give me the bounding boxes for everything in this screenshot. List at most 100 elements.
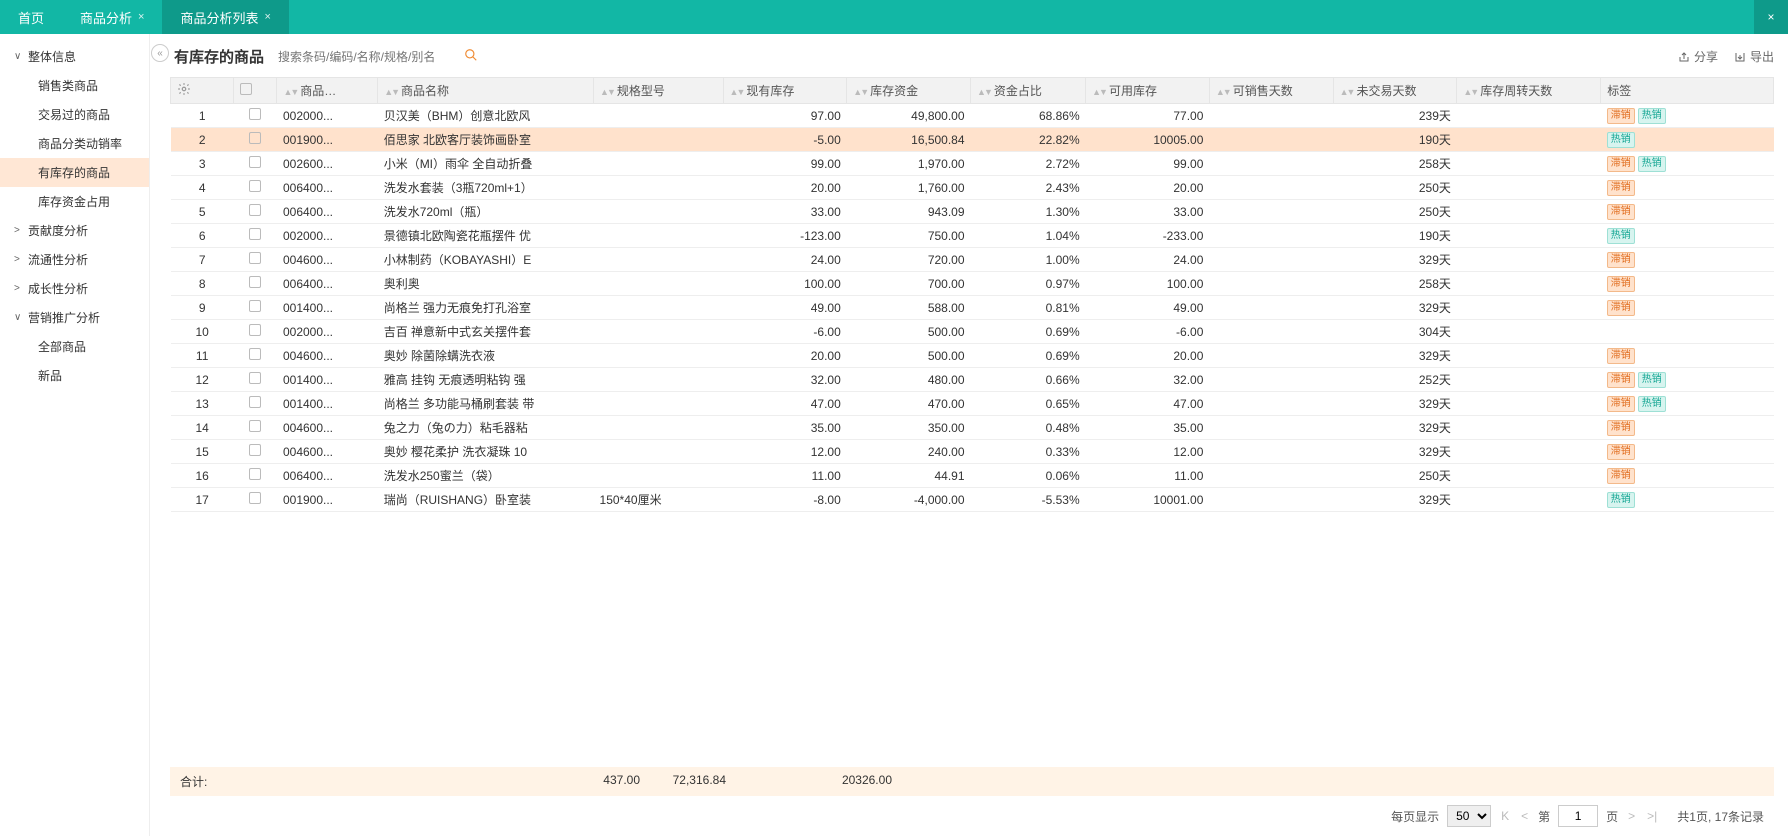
checkbox-row[interactable] xyxy=(249,108,261,120)
table-row[interactable]: 4006400...洗发水套装（3瓶720ml+1）20.001,760.002… xyxy=(171,176,1774,200)
pager-next[interactable]: > xyxy=(1626,809,1637,823)
sidebar-collapse[interactable]: « xyxy=(150,34,170,836)
tag-stag: 滞销 xyxy=(1607,180,1635,196)
tabbar-close[interactable]: × xyxy=(1754,0,1788,34)
col-pct[interactable]: ▲▼资金占比 xyxy=(971,78,1086,104)
checkbox-row[interactable] xyxy=(249,492,261,504)
pager-prev[interactable]: < xyxy=(1519,809,1530,823)
tag-stag: 滞销 xyxy=(1607,348,1635,364)
table-row[interactable]: 17001900...瑞尚（RUISHANG）卧室装150*40厘米-8.00-… xyxy=(171,488,1774,512)
tag-hot: 热销 xyxy=(1638,372,1666,388)
sidebar-item-0-1[interactable]: 交易过的商品 xyxy=(0,100,149,129)
checkbox-row[interactable] xyxy=(249,444,261,456)
chevron-icon: ∨ xyxy=(14,51,24,62)
sidebar-item-0-0[interactable]: 销售类商品 xyxy=(0,71,149,100)
col-turn[interactable]: ▲▼库存周转天数 xyxy=(1457,78,1601,104)
col-chk xyxy=(234,78,277,104)
checkbox-row[interactable] xyxy=(249,348,261,360)
pager-page-input[interactable] xyxy=(1558,805,1598,827)
col-tags: 标签 xyxy=(1601,78,1774,104)
sort-icon: ▲▼ xyxy=(384,87,398,97)
sidebar-group-4[interactable]: ∨营销推广分析 xyxy=(0,303,149,332)
tab-1[interactable]: 商品分析× xyxy=(62,0,162,34)
search-icon[interactable] xyxy=(464,48,478,65)
table-row[interactable]: 3002600...小米（MI）雨伞 全自动折叠99.001,970.002.7… xyxy=(171,152,1774,176)
checkbox-row[interactable] xyxy=(249,252,261,264)
table-row[interactable]: 14004600...兔之力（兔の力）粘毛器粘35.00350.000.48%3… xyxy=(171,416,1774,440)
sort-icon: ▲▼ xyxy=(1216,87,1230,97)
table-row[interactable]: 7004600...小林制药（KOBAYASHI）E24.00720.001.0… xyxy=(171,248,1774,272)
sort-icon: ▲▼ xyxy=(730,87,744,97)
col-days[interactable]: ▲▼可销售天数 xyxy=(1209,78,1333,104)
table-row[interactable]: 1002000...贝汉美（BHM）创意北欧风97.0049,800.0068.… xyxy=(171,104,1774,128)
table-row[interactable]: 10002000...吉百 禅意新中式玄关摆件套-6.00500.000.69%… xyxy=(171,320,1774,344)
sidebar-group-3[interactable]: >成长性分析 xyxy=(0,274,149,303)
sidebar-item-4-1[interactable]: 新品 xyxy=(0,361,149,390)
tag-stag: 滞销 xyxy=(1607,372,1635,388)
table-row[interactable]: 16006400...洗发水250蜜兰（袋）11.0044.910.06%11.… xyxy=(171,464,1774,488)
tab-2[interactable]: 商品分析列表× xyxy=(162,0,288,34)
table-row[interactable]: 9001400...尚格兰 强力无痕免打孔浴室49.00588.000.81%4… xyxy=(171,296,1774,320)
table-row[interactable]: 13001400...尚格兰 多功能马桶刷套装 带47.00470.000.65… xyxy=(171,392,1774,416)
tag-hot: 热销 xyxy=(1607,492,1635,508)
checkbox-row[interactable] xyxy=(249,204,261,216)
table-row[interactable]: 11004600...奥妙 除菌除螨洗衣液20.00500.000.69%20.… xyxy=(171,344,1774,368)
tag-hot: 热销 xyxy=(1607,228,1635,244)
tag-stag: 滞销 xyxy=(1607,396,1635,412)
col-spec[interactable]: ▲▼规格型号 xyxy=(594,78,724,104)
checkbox-row[interactable] xyxy=(249,372,261,384)
search-input[interactable] xyxy=(278,50,458,64)
tab-close-icon[interactable]: × xyxy=(264,11,270,23)
sidebar-group-0[interactable]: ∨整体信息 xyxy=(0,42,149,71)
checkbox-row[interactable] xyxy=(249,132,261,144)
tag-stag: 滞销 xyxy=(1607,468,1635,484)
table-row[interactable]: 15004600...奥妙 樱花柔护 洗衣凝珠 1012.00240.000.3… xyxy=(171,440,1774,464)
checkbox-row[interactable] xyxy=(249,180,261,192)
table-row[interactable]: 8006400...奥利奥100.00700.000.97%100.00258天… xyxy=(171,272,1774,296)
table-row[interactable]: 2001900...佰思家 北欧客厅装饰画卧室-5.0016,500.8422.… xyxy=(171,128,1774,152)
sort-icon: ▲▼ xyxy=(1340,87,1354,97)
tab-close-icon[interactable]: × xyxy=(138,11,144,23)
per-page-select[interactable]: 50 xyxy=(1447,805,1491,827)
checkbox-all[interactable] xyxy=(240,83,252,95)
table-row[interactable]: 12001400...雅高 挂钩 无痕透明粘钩 强32.00480.000.66… xyxy=(171,368,1774,392)
tag-stag: 滞销 xyxy=(1607,156,1635,172)
export-button[interactable]: 导出 xyxy=(1734,48,1774,65)
sidebar-item-4-0[interactable]: 全部商品 xyxy=(0,332,149,361)
sidebar-group-2[interactable]: >流通性分析 xyxy=(0,245,149,274)
tab-0[interactable]: 首页 xyxy=(0,0,62,34)
sidebar-item-0-2[interactable]: 商品分类动销率 xyxy=(0,129,149,158)
checkbox-row[interactable] xyxy=(249,324,261,336)
col-name[interactable]: ▲▼商品名称 xyxy=(378,78,594,104)
pager-last[interactable]: >| xyxy=(1645,809,1659,823)
col-code[interactable]: ▲▼商品… xyxy=(277,78,378,104)
col-fund[interactable]: ▲▼库存资金 xyxy=(847,78,971,104)
col-stock[interactable]: ▲▼现有库存 xyxy=(723,78,847,104)
checkbox-row[interactable] xyxy=(249,396,261,408)
sort-icon: ▲▼ xyxy=(600,87,614,97)
sidebar-group-1[interactable]: >贡献度分析 xyxy=(0,216,149,245)
sort-icon: ▲▼ xyxy=(853,87,867,97)
checkbox-row[interactable] xyxy=(249,276,261,288)
tag-stag: 滞销 xyxy=(1607,300,1635,316)
table-row[interactable]: 6002000...景德镇北欧陶瓷花瓶摆件 优-123.00750.001.04… xyxy=(171,224,1774,248)
share-button[interactable]: 分享 xyxy=(1678,48,1718,65)
col-notr[interactable]: ▲▼未交易天数 xyxy=(1333,78,1457,104)
tag-stag: 滞销 xyxy=(1607,252,1635,268)
sort-icon: ▲▼ xyxy=(1463,87,1477,97)
checkbox-row[interactable] xyxy=(249,228,261,240)
checkbox-row[interactable] xyxy=(249,156,261,168)
checkbox-row[interactable] xyxy=(249,420,261,432)
col-avail[interactable]: ▲▼可用库存 xyxy=(1086,78,1210,104)
tag-stag: 滞销 xyxy=(1607,444,1635,460)
pager-first[interactable]: K xyxy=(1499,809,1511,823)
tag-hot: 热销 xyxy=(1607,132,1635,148)
sidebar-item-0-3[interactable]: 有库存的商品 xyxy=(0,158,149,187)
sidebar-item-0-4[interactable]: 库存资金占用 xyxy=(0,187,149,216)
checkbox-row[interactable] xyxy=(249,468,261,480)
tag-hot: 热销 xyxy=(1638,396,1666,412)
table-row[interactable]: 5006400...洗发水720ml（瓶）33.00943.091.30%33.… xyxy=(171,200,1774,224)
page-title: 有库存的商品 xyxy=(174,46,264,67)
checkbox-row[interactable] xyxy=(249,300,261,312)
chevron-icon: > xyxy=(14,225,24,236)
